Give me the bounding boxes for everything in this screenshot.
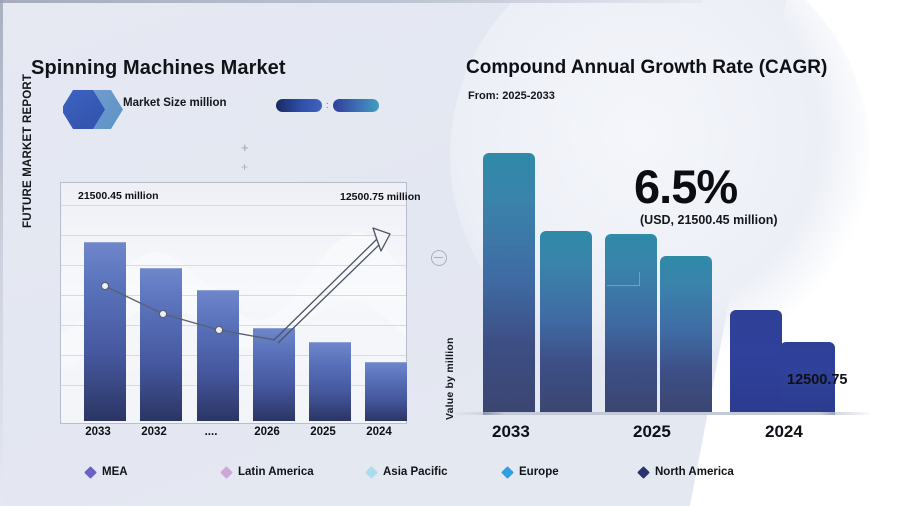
legend-item-north-america[interactable]: North America bbox=[637, 465, 734, 479]
legend-item-asia-pacific[interactable]: Asia Pacific bbox=[365, 465, 503, 479]
plus-icon-bottom: + bbox=[241, 160, 249, 174]
pill-separator: : bbox=[326, 100, 329, 110]
bar-mid bbox=[197, 290, 239, 421]
growth-arrow-icon bbox=[273, 227, 391, 344]
cagr-bar-2025-primary bbox=[605, 234, 657, 415]
annotation-start-value: 21500.45 million bbox=[78, 190, 159, 202]
cagr-subtitle: From: 2025-2033 bbox=[468, 90, 555, 102]
cagr-unit-label: (USD, 21500.45 million) bbox=[640, 213, 778, 227]
x-tick-2: .... bbox=[204, 426, 218, 438]
cagr-data-label-2024: 12500.75 bbox=[787, 372, 848, 388]
panel-left-edge bbox=[0, 0, 3, 506]
legend-label-mea: MEA bbox=[102, 466, 128, 478]
pill-swatch-primary bbox=[276, 99, 322, 112]
bar-2024 bbox=[365, 362, 407, 421]
cagr-x-tick-2024: 2024 bbox=[765, 422, 803, 441]
page-title: Spinning Machines Market bbox=[31, 57, 286, 79]
legend-dot-icon-asia-pacific bbox=[365, 465, 378, 479]
legend-label-north-america: North America bbox=[655, 466, 734, 478]
cagr-value: 6.5% bbox=[634, 160, 738, 213]
cagr-bar-2033-secondary bbox=[540, 231, 592, 415]
cagr-bar-2024-secondary bbox=[780, 342, 835, 415]
cagr-title: Compound Annual Growth Rate (CAGR) bbox=[466, 57, 828, 78]
minus-circle-icon bbox=[431, 250, 447, 266]
cagr-bar-2025-secondary bbox=[660, 256, 712, 415]
cagr-x-tick-2025: 2025 bbox=[633, 422, 671, 441]
legend-item-latin-america[interactable]: Latin America bbox=[220, 465, 367, 479]
legend-dot-icon-mea bbox=[84, 465, 97, 479]
bar-2025 bbox=[309, 342, 351, 421]
cagr-bar-2024-primary bbox=[730, 310, 782, 415]
cagr-x-tick-2033: 2033 bbox=[492, 422, 530, 441]
bar-2026 bbox=[253, 328, 295, 421]
y-axis-left-label: FUTURE MARKET REPORT bbox=[22, 73, 34, 228]
x-tick-0: 2033 bbox=[85, 426, 111, 438]
legend-dot-icon-latin-america bbox=[220, 465, 233, 479]
grid-line bbox=[61, 265, 406, 266]
pill-swatch-secondary bbox=[332, 99, 379, 112]
x-tick-4: 2025 bbox=[310, 426, 336, 438]
legend-dot-icon-north-america bbox=[637, 465, 650, 479]
market-size-legend-label: Market Size million bbox=[123, 97, 227, 109]
pill-legend: : bbox=[276, 99, 379, 112]
bracket-marker-icon bbox=[607, 272, 640, 286]
region-legend: MEA Latin America Asia Pacific Europe No… bbox=[84, 465, 734, 479]
legend-label-europe: Europe bbox=[519, 466, 559, 478]
grid-line bbox=[61, 205, 406, 206]
legend-dot-icon-europe bbox=[501, 465, 514, 479]
x-tick-1: 2032 bbox=[141, 426, 167, 438]
legend-label-latin-america: Latin America bbox=[238, 466, 314, 478]
left-chart-overlay bbox=[100, 227, 391, 344]
cagr-chart-bars bbox=[455, 150, 875, 415]
x-tick-5: 2024 bbox=[366, 426, 392, 438]
plus-icon-top: + bbox=[241, 140, 249, 155]
cagr-bar-2033-primary bbox=[483, 153, 535, 415]
left-chart-bars bbox=[60, 182, 407, 422]
x-tick-3: 2026 bbox=[254, 426, 280, 438]
left-chart-x-axis: 2033 2032 .... 2026 2025 2024 bbox=[60, 426, 405, 446]
hexagon-logo-icon bbox=[63, 90, 123, 129]
grid-line bbox=[61, 235, 406, 236]
legend-item-mea[interactable]: MEA bbox=[84, 465, 222, 479]
bar-2032 bbox=[140, 268, 182, 421]
panel-top-edge bbox=[0, 0, 702, 3]
annotation-end-value: 12500.75 million bbox=[340, 191, 421, 203]
bar-2033 bbox=[84, 242, 126, 421]
legend-label-asia-pacific: Asia Pacific bbox=[383, 466, 448, 478]
cagr-chart-baseline bbox=[455, 412, 870, 415]
legend-item-europe[interactable]: Europe bbox=[501, 465, 639, 479]
